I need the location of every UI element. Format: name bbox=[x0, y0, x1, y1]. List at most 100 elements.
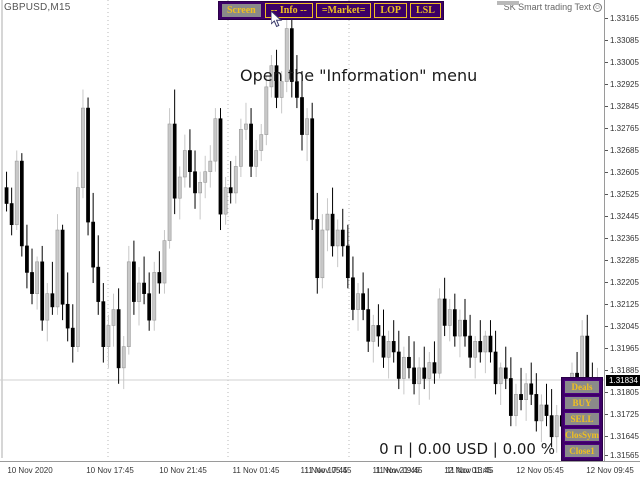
candlestick bbox=[137, 267, 141, 326]
candlestick bbox=[264, 76, 269, 146]
tick-mark-icon bbox=[605, 83, 608, 85]
trade-button-deals[interactable]: Deals bbox=[564, 380, 600, 394]
candlestick bbox=[381, 309, 386, 368]
price-tick-label: 1.33005 bbox=[610, 57, 639, 67]
candlestick bbox=[9, 187, 14, 236]
price-tick: 1.32685 bbox=[605, 145, 640, 155]
candlestick bbox=[213, 108, 218, 172]
chart-symbol-label: GBPUSD,M15 bbox=[4, 2, 71, 13]
tick-mark-icon bbox=[605, 391, 608, 393]
time-tick-label: 12 Nov 09:45 bbox=[586, 466, 634, 475]
toolbar-button-lop[interactable]: LOP bbox=[374, 3, 407, 18]
trade-button-buy[interactable]: BUY bbox=[564, 396, 600, 410]
candlestick bbox=[325, 198, 330, 252]
candlestick bbox=[386, 330, 391, 379]
price-tick: 1.32845 bbox=[605, 101, 640, 111]
time-tick-label: 12 Nov 05:45 bbox=[516, 466, 564, 475]
trade-button-close-symbol[interactable]: ClosSym bbox=[564, 428, 600, 442]
price-tick-label: 1.31725 bbox=[610, 409, 639, 419]
price-tick: 1.32205 bbox=[605, 277, 640, 287]
candlestick bbox=[391, 320, 396, 363]
tick-mark-icon bbox=[605, 237, 608, 239]
price-tick-label: 1.32925 bbox=[610, 79, 639, 89]
candlestick bbox=[345, 224, 350, 289]
price-tick-label: 1.32045 bbox=[610, 321, 639, 331]
trade-button-sell[interactable]: SELL bbox=[564, 412, 600, 426]
candlestick bbox=[25, 224, 29, 289]
candlestick bbox=[238, 118, 243, 178]
candlestick bbox=[111, 293, 116, 347]
trade-button-close-one[interactable]: Close1 bbox=[564, 444, 600, 458]
time-axis[interactable]: 10 Nov 2020 10 Nov 17:45 10 Nov 21:45 11 No… bbox=[0, 461, 640, 480]
toolbar-button-market[interactable]: =Market= bbox=[315, 3, 372, 18]
profit-status-text: 0 п | 0.00 USD | 0.00 % bbox=[379, 440, 555, 458]
price-tick-label: 1.32525 bbox=[610, 189, 639, 199]
candlestick-svg bbox=[0, 0, 604, 458]
time-tick-label: 10 Nov 2020 bbox=[7, 466, 53, 475]
time-tick-label: 11 Nov 13:45 bbox=[446, 466, 494, 475]
candlestick bbox=[116, 288, 121, 384]
candlestick bbox=[402, 346, 406, 395]
candlestick bbox=[218, 108, 223, 231]
price-tick: 1.31965 bbox=[605, 343, 640, 353]
price-tick: 1.32365 bbox=[605, 233, 640, 243]
candlestick bbox=[315, 192, 320, 294]
candlestick bbox=[157, 251, 162, 294]
candlestick bbox=[19, 153, 24, 257]
price-tick: 1.32765 bbox=[605, 123, 640, 133]
candlestick bbox=[407, 336, 411, 379]
ea-account-text: SK Smart trading Text bbox=[503, 2, 591, 12]
candlestick bbox=[524, 373, 529, 421]
price-tick-label: 1.31645 bbox=[610, 431, 639, 441]
candlestick bbox=[30, 248, 34, 305]
candlestick bbox=[473, 336, 478, 379]
price-tick-label: 1.32285 bbox=[610, 255, 639, 265]
price-tick-label: 1.31565 bbox=[610, 450, 639, 460]
candlestick bbox=[361, 272, 366, 321]
candlestick bbox=[81, 89, 85, 199]
tick-mark-icon bbox=[605, 369, 608, 371]
price-tick: 1.31565 bbox=[605, 450, 640, 460]
candlestick bbox=[182, 134, 187, 188]
price-axis[interactable]: 1.33165 1.33085 1.33005 1.32925 1.32845 1.327… bbox=[604, 0, 640, 461]
time-tick-label: 11 Nov 17:45 bbox=[300, 466, 348, 475]
candlestick bbox=[534, 373, 539, 432]
price-tick-label: 1.32765 bbox=[610, 123, 639, 133]
candlestick bbox=[371, 314, 376, 363]
toolbar-button-info[interactable]: -- Info -- bbox=[264, 3, 313, 18]
candlestick bbox=[284, 17, 289, 93]
toolbar-button-screen[interactable]: Screen bbox=[221, 3, 262, 18]
candlestick bbox=[503, 346, 508, 390]
candlestick bbox=[121, 336, 126, 390]
candlestick bbox=[254, 139, 259, 178]
candlestick bbox=[193, 150, 197, 209]
candlestick bbox=[198, 171, 202, 220]
candlestick bbox=[432, 341, 437, 384]
time-tick-label: 11 Nov 05:45 bbox=[304, 466, 352, 475]
candlestick bbox=[376, 304, 381, 347]
tick-mark-icon bbox=[605, 325, 608, 327]
chart-plot-area[interactable] bbox=[0, 0, 604, 461]
tick-mark-icon bbox=[605, 413, 608, 415]
candlestick bbox=[70, 304, 75, 363]
candlestick bbox=[539, 394, 544, 443]
candlestick bbox=[142, 256, 146, 305]
candlestick bbox=[335, 219, 340, 268]
candlestick bbox=[60, 224, 65, 321]
candlestick bbox=[437, 288, 442, 379]
candlestick bbox=[101, 283, 106, 363]
chart-scroll-marker[interactable] bbox=[497, 1, 519, 5]
candlestick bbox=[300, 70, 304, 151]
tick-mark-icon bbox=[605, 105, 608, 107]
candlestick bbox=[50, 261, 55, 315]
candlestick bbox=[167, 108, 172, 249]
annotation-text: Open the "Information" menu bbox=[240, 66, 478, 85]
candlestick bbox=[305, 108, 309, 162]
toolbar-button-lsl[interactable]: LSL bbox=[409, 3, 441, 18]
candlestick bbox=[274, 49, 279, 109]
candlestick bbox=[40, 245, 45, 331]
candlestick bbox=[188, 129, 192, 188]
tick-mark-icon bbox=[605, 281, 608, 283]
price-tick: 1.31805 bbox=[605, 387, 640, 397]
candlestick bbox=[351, 256, 355, 321]
